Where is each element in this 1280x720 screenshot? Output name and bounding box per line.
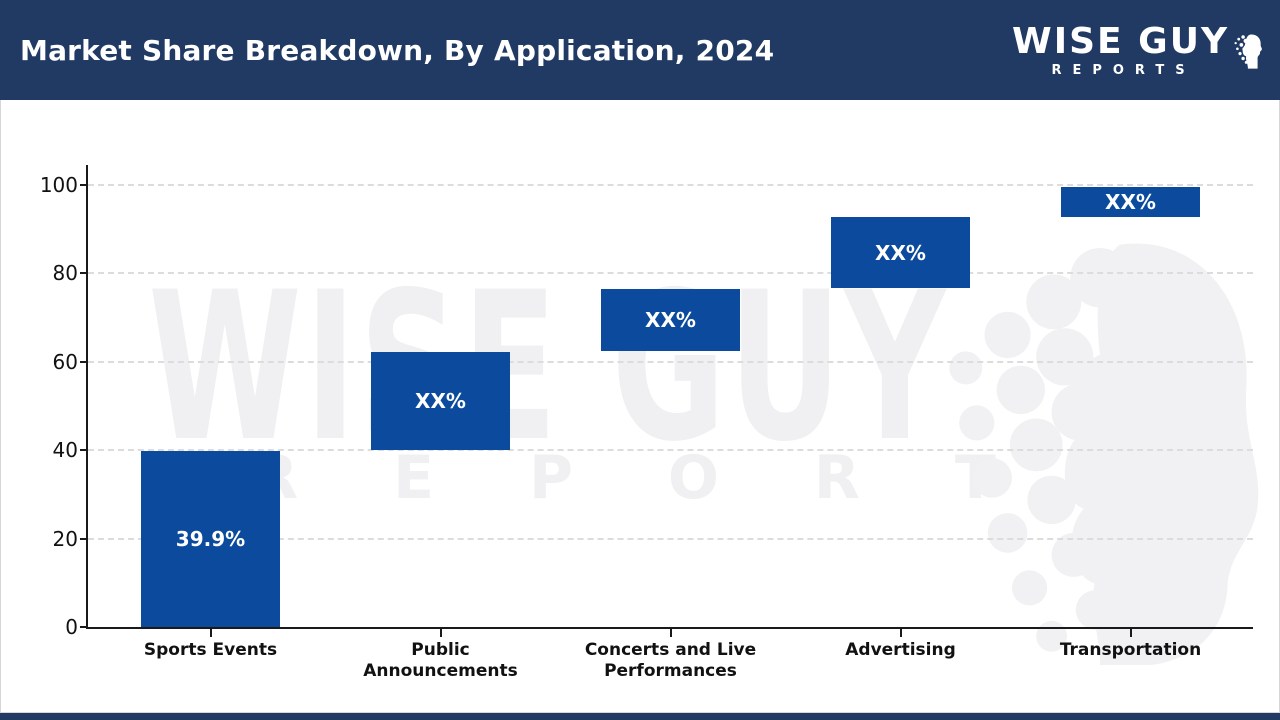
- y-tick: [80, 449, 88, 452]
- y-tick-label: 100: [39, 173, 78, 197]
- y-tick-label: 60: [52, 349, 78, 374]
- bar-segment: [601, 289, 740, 352]
- x-tick: [899, 629, 902, 637]
- x-tick: [439, 629, 442, 637]
- footer-accent-bar: [0, 713, 1280, 720]
- bar-value-label: XX%: [875, 240, 926, 265]
- y-tick-label: 80: [52, 261, 78, 286]
- y-tick: [80, 272, 88, 275]
- header-bar: Market Share Breakdown, By Application, …: [0, 0, 1280, 100]
- x-axis-line: [86, 627, 1253, 629]
- y-tick: [80, 360, 88, 363]
- category-label: Public Announcements: [363, 640, 518, 681]
- category-label: Transportation: [1059, 640, 1202, 660]
- gridline: [88, 449, 1253, 452]
- category-label: Advertising: [845, 640, 956, 660]
- y-tick-label: 0: [65, 615, 78, 639]
- bar-segment: [831, 217, 970, 289]
- brand-logo-text: WISE GUY REPORTS: [1012, 23, 1229, 79]
- brand-subname: REPORTS: [1051, 63, 1196, 78]
- bar-segment: [1061, 187, 1200, 217]
- y-axis-line: [86, 165, 88, 627]
- x-tick: [209, 629, 212, 637]
- gridline: [88, 184, 1253, 186]
- y-tick: [80, 626, 88, 628]
- bar-value-label: 39.9%: [175, 526, 246, 551]
- bar-segment: [371, 351, 510, 451]
- x-tick: [669, 629, 672, 637]
- bar-value-label: XX%: [645, 308, 696, 333]
- gridline: [88, 537, 1253, 540]
- y-tick-label: 20: [52, 526, 78, 551]
- page-title: Market Share Breakdown, By Application, …: [20, 33, 775, 67]
- brand-name: WISE GUY: [1012, 21, 1230, 62]
- brand-logo: WISE GUY REPORTS: [1012, 10, 1262, 92]
- y-tick-label: 40: [52, 438, 78, 463]
- bar-value-label: XX%: [415, 388, 466, 413]
- category-label: Sports Events: [143, 640, 278, 660]
- category-label: Concerts and Live Performances: [584, 640, 757, 681]
- bar-value-label: XX%: [1105, 190, 1156, 215]
- y-tick: [80, 537, 88, 540]
- gridline: [88, 360, 1253, 363]
- gridline: [88, 272, 1253, 275]
- y-tick: [80, 184, 88, 186]
- x-tick: [1129, 629, 1132, 637]
- bar-segment: [141, 450, 280, 627]
- brand-head-icon: [1234, 34, 1262, 69]
